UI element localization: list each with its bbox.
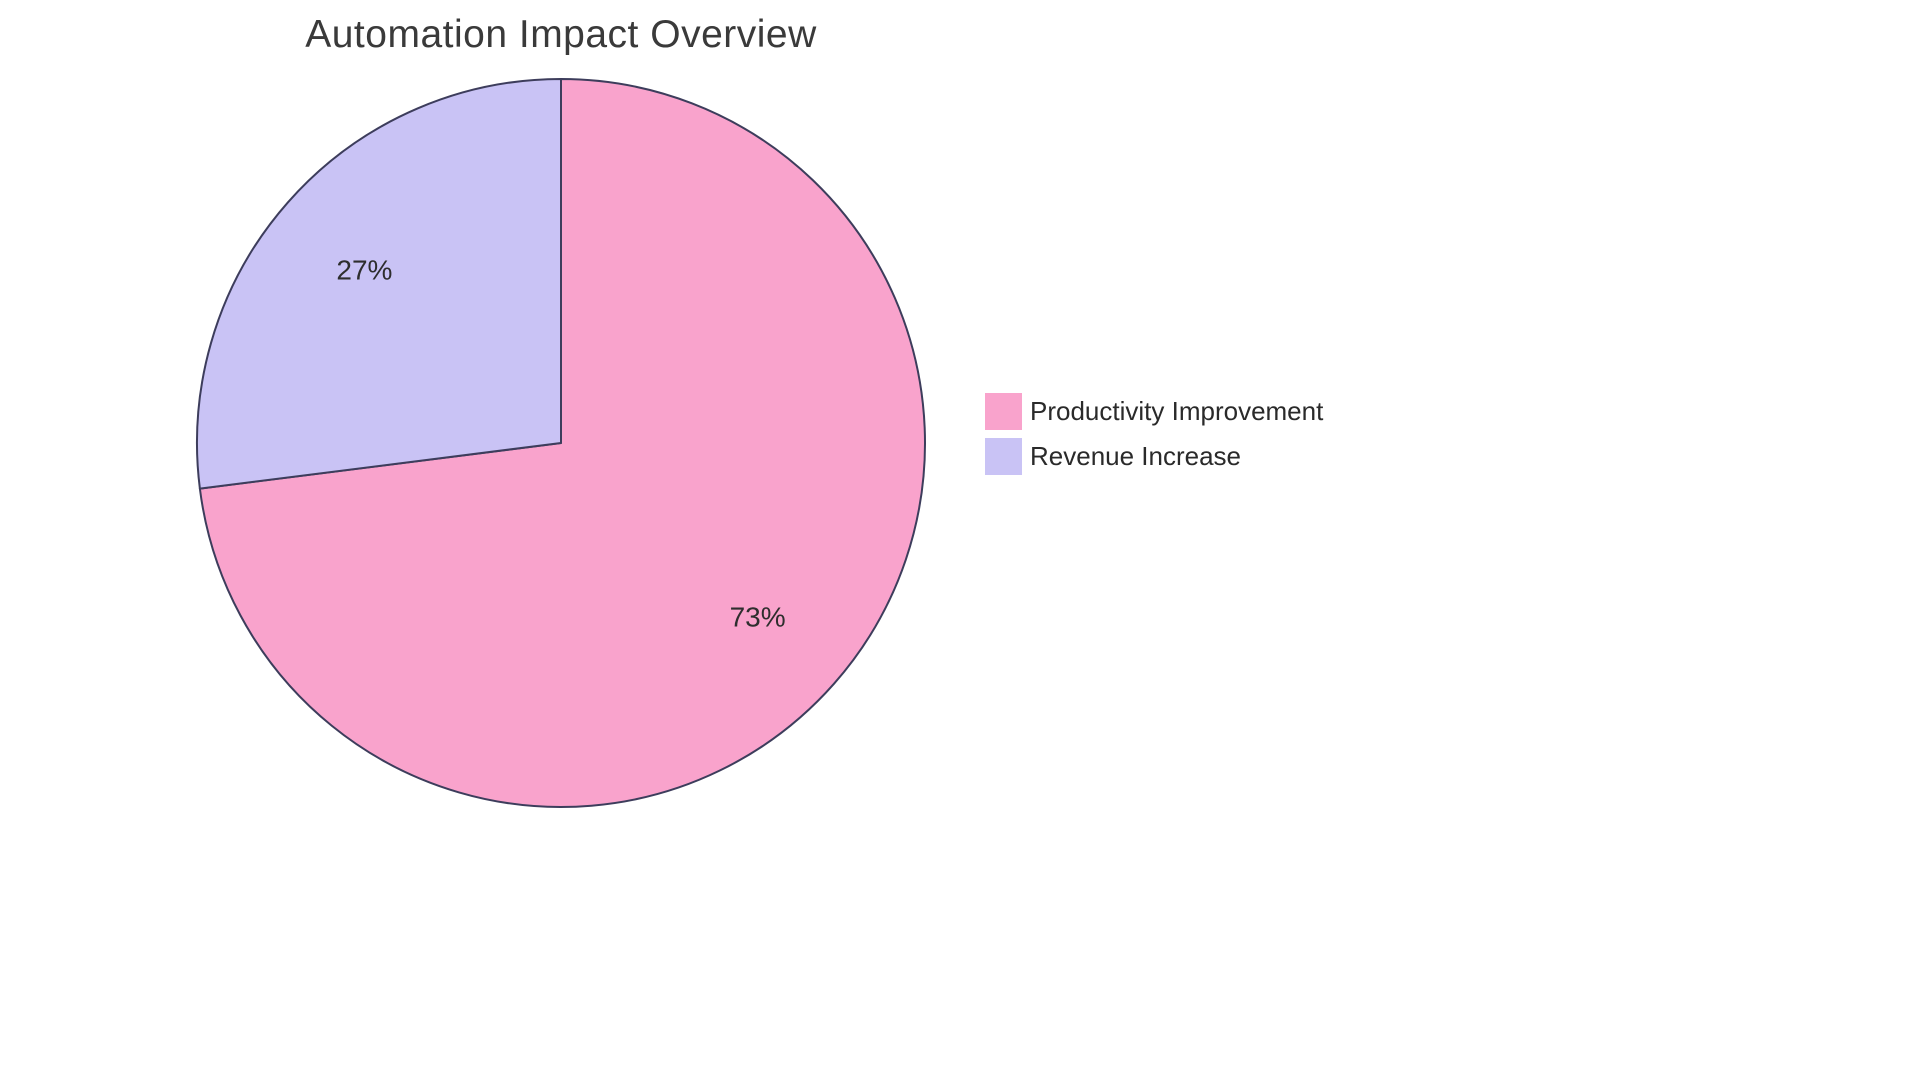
pie-percent-label-productivity-improvement: 73% [730,601,786,632]
legend-label: Revenue Increase [1030,441,1242,471]
pie-percent-label-revenue-increase: 27% [336,255,392,286]
legend-item-productivity-improvement[interactable]: Productivity Improvement [985,393,1323,430]
pie-slice-productivity-improvement[interactable] [198,78,926,808]
pie-slice-revenue-increase[interactable] [196,78,562,490]
legend: Productivity Improvement Revenue Increas… [985,393,1323,475]
legend-swatch-revenue-increase [985,438,1022,475]
pie-chart: 73% 27% [196,78,926,808]
legend-swatch-productivity-improvement [985,393,1022,430]
chart-title: Automation Impact Overview [305,13,817,56]
legend-label: Productivity Improvement [1030,396,1324,426]
legend-item-revenue-increase[interactable]: Revenue Increase [985,438,1323,475]
